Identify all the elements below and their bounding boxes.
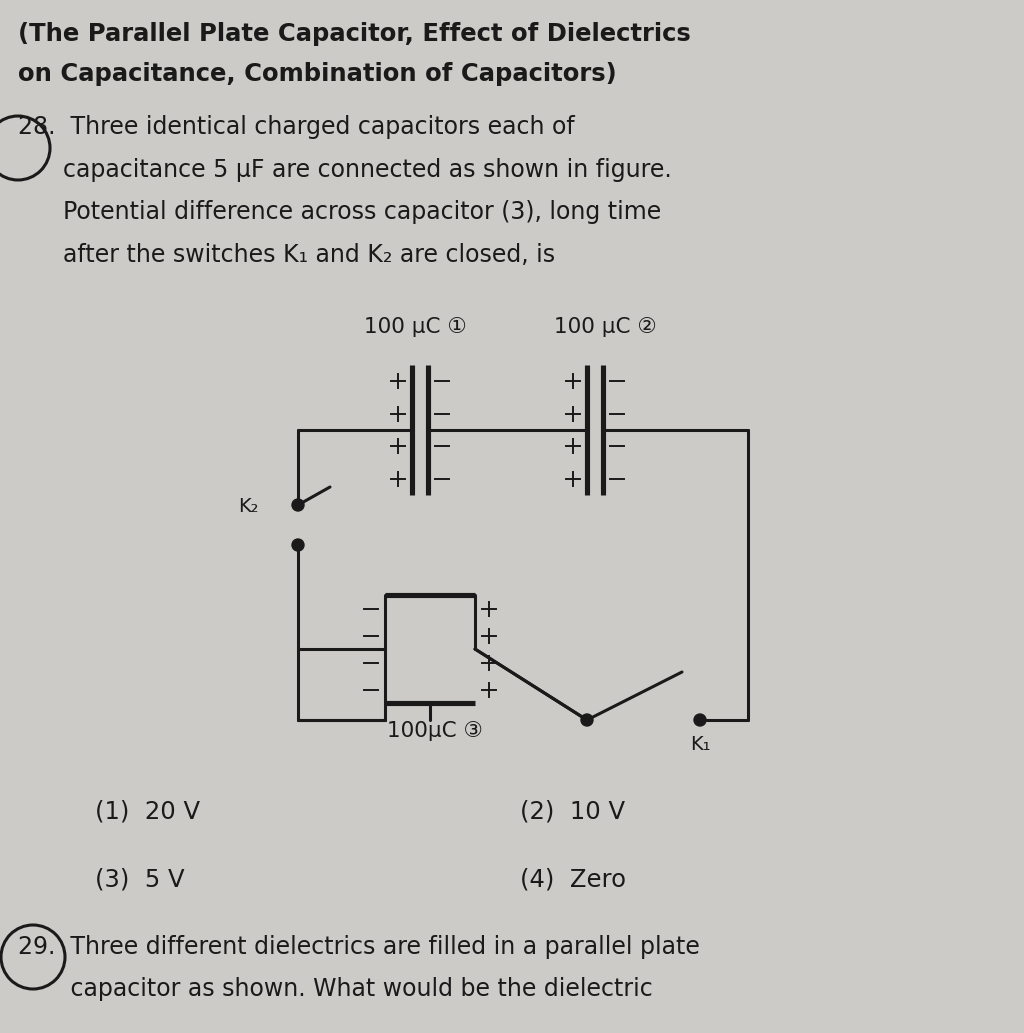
Text: 100 μC ②: 100 μC ②: [554, 317, 656, 337]
Text: (The Parallel Plate Capacitor, Effect of Dielectrics: (The Parallel Plate Capacitor, Effect of…: [18, 22, 691, 46]
Text: (2)  10 V: (2) 10 V: [520, 800, 625, 824]
Circle shape: [581, 714, 593, 726]
Text: 29.  Three different dielectrics are filled in a parallel plate: 29. Three different dielectrics are fill…: [18, 935, 699, 959]
Text: 100 μC ①: 100 μC ①: [364, 317, 466, 337]
Circle shape: [694, 714, 706, 726]
Text: (1)  20 V: (1) 20 V: [95, 800, 200, 824]
Text: (3)  5 V: (3) 5 V: [95, 868, 184, 893]
Text: after the switches K₁ and K₂ are closed, is: after the switches K₁ and K₂ are closed,…: [18, 243, 555, 267]
Text: capacitance 5 μF are connected as shown in figure.: capacitance 5 μF are connected as shown …: [18, 158, 672, 182]
Text: 100μC ③: 100μC ③: [387, 721, 483, 741]
Circle shape: [292, 499, 304, 511]
Text: Potential difference across capacitor (3), long time: Potential difference across capacitor (3…: [18, 200, 662, 224]
Text: K₂: K₂: [238, 497, 258, 516]
Text: 28.  Three identical charged capacitors each of: 28. Three identical charged capacitors e…: [18, 115, 574, 139]
Text: (4)  Zero: (4) Zero: [520, 868, 626, 893]
Text: on Capacitance, Combination of Capacitors): on Capacitance, Combination of Capacitor…: [18, 62, 616, 86]
Circle shape: [292, 539, 304, 551]
Text: K₁: K₁: [690, 735, 711, 754]
Text: capacitor as shown. What would be the dielectric: capacitor as shown. What would be the di…: [18, 977, 652, 1001]
